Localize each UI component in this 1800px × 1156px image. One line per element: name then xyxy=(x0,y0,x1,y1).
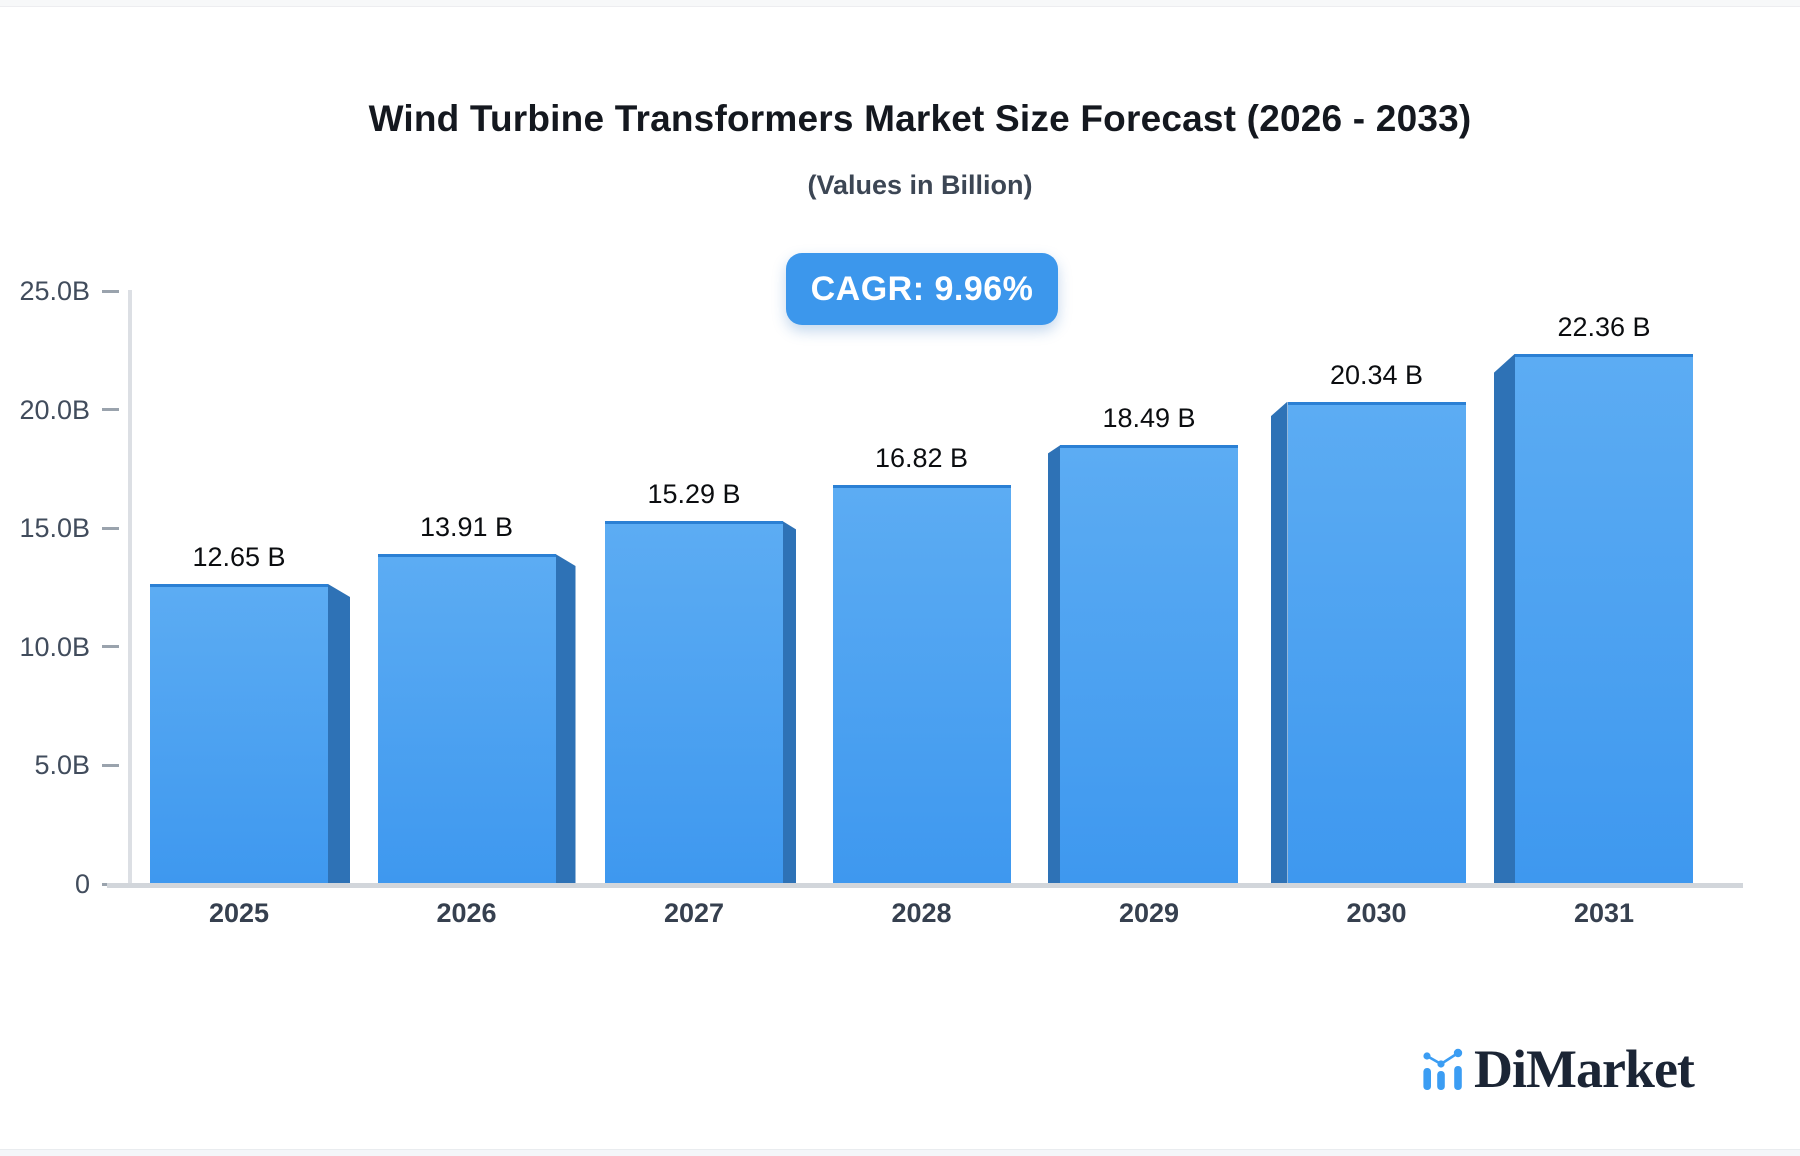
dimarket-logo: DiMarket xyxy=(1422,1039,1695,1099)
bar-3d-side xyxy=(328,583,350,884)
bar xyxy=(377,554,556,884)
bar xyxy=(1515,353,1693,884)
bar-3d-side xyxy=(555,554,576,884)
x-axis-label: 2030 xyxy=(1346,898,1407,928)
y-axis-label: 0 xyxy=(74,869,90,899)
bar xyxy=(605,521,783,884)
y-axis-tick xyxy=(102,408,119,412)
bar xyxy=(150,583,328,884)
bar-3d-side xyxy=(1048,445,1060,884)
y-axis-label: 10.0B xyxy=(19,631,90,662)
y-axis-label: 15.0B xyxy=(19,513,90,544)
chart-title: Wind Turbine Transformers Market Size Fo… xyxy=(368,98,1472,139)
logo-text: DiMarket xyxy=(1474,1039,1695,1099)
bar-value-label: 15.29 B xyxy=(647,479,741,510)
y-axis-tick xyxy=(102,763,119,767)
y-axis-tick xyxy=(102,645,119,649)
y-axis-line xyxy=(128,290,132,887)
bar-value-label: 12.65 B xyxy=(192,541,286,572)
page-bottom-strip xyxy=(0,1149,1800,1156)
x-axis-label: 2026 xyxy=(436,898,497,928)
y-axis-label: 20.0B xyxy=(19,394,90,425)
bar-value-label: 18.49 B xyxy=(1102,403,1196,434)
x-axis-label: 2028 xyxy=(891,898,952,928)
chart-subtitle: (Values in Billion) xyxy=(807,170,1033,200)
x-axis-baseline xyxy=(107,883,1743,888)
bar-chart-trend-icon xyxy=(1423,1048,1463,1090)
bar-3d-side xyxy=(1494,353,1515,884)
y-axis-tick xyxy=(102,289,119,293)
y-axis-label: 5.0B xyxy=(34,750,90,781)
bar xyxy=(1060,445,1238,884)
bar xyxy=(832,485,1011,884)
y-axis-label: 25.0B xyxy=(19,276,90,306)
x-axis-label: 2025 xyxy=(208,898,270,928)
bar-value-label: 13.91 B xyxy=(419,512,514,543)
page-top-strip xyxy=(0,0,1800,7)
y-axis-tick xyxy=(102,526,119,530)
bar-3d-side xyxy=(783,521,796,884)
bar-value-label: 20.34 B xyxy=(1329,359,1424,390)
x-axis-label: 2029 xyxy=(1118,898,1180,928)
cagr-badge: CAGR: 9.96% xyxy=(786,253,1058,325)
bar-3d-side xyxy=(1270,401,1288,884)
x-axis-label: 2031 xyxy=(1573,898,1635,928)
bar xyxy=(1287,401,1466,884)
x-axis-label: 2027 xyxy=(663,898,725,928)
bar-value-label: 16.82 B xyxy=(874,443,969,474)
cagr-badge-label: CAGR: 9.96% xyxy=(810,269,1034,308)
bar-value-label: 22.36 B xyxy=(1557,311,1651,342)
